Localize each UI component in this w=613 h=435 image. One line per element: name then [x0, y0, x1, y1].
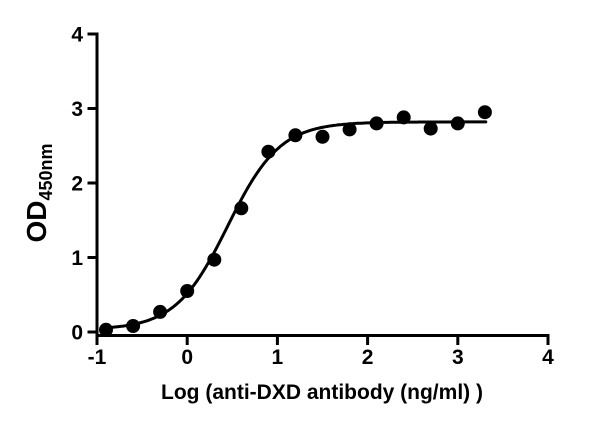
- y-axis-title-main: OD: [21, 201, 52, 243]
- x-tick-label: -1: [88, 346, 107, 369]
- data-point: [99, 322, 113, 337]
- data-point: [207, 252, 222, 267]
- axes: [87, 32, 550, 345]
- data-point: [153, 304, 168, 319]
- x-axis-title: Log (anti-DXD antibody (ng/ml) ): [161, 381, 483, 404]
- y-axis-title: OD450nm: [21, 143, 56, 242]
- fit-curve-path: [100, 120, 488, 330]
- data-point: [126, 319, 141, 333]
- data-point: [234, 201, 249, 216]
- data-point: [477, 105, 492, 120]
- x-tick-label: 3: [452, 346, 464, 369]
- y-tick-label: 3: [71, 98, 83, 121]
- data-point: [342, 122, 357, 137]
- data-point: [288, 128, 303, 143]
- data-point: [423, 121, 438, 136]
- y-tick-label: 1: [71, 247, 83, 270]
- x-tick-label: 0: [181, 346, 193, 369]
- data-points-group: [99, 105, 492, 337]
- y-tick-label: 2: [71, 173, 83, 196]
- fit-curve-group: [100, 120, 488, 330]
- data-point: [315, 129, 330, 144]
- x-tick-label: 1: [272, 346, 284, 369]
- x-tick-label: 2: [362, 346, 374, 369]
- y-tick-label: 0: [71, 322, 83, 345]
- data-point: [369, 116, 384, 131]
- data-point: [180, 284, 195, 298]
- data-point: [396, 110, 411, 125]
- data-point: [261, 144, 276, 159]
- data-point: [450, 116, 465, 131]
- y-tick-label: 4: [71, 24, 83, 47]
- y-axis-title-subscript: 450nm: [36, 143, 56, 200]
- x-tick-label: 4: [542, 346, 554, 369]
